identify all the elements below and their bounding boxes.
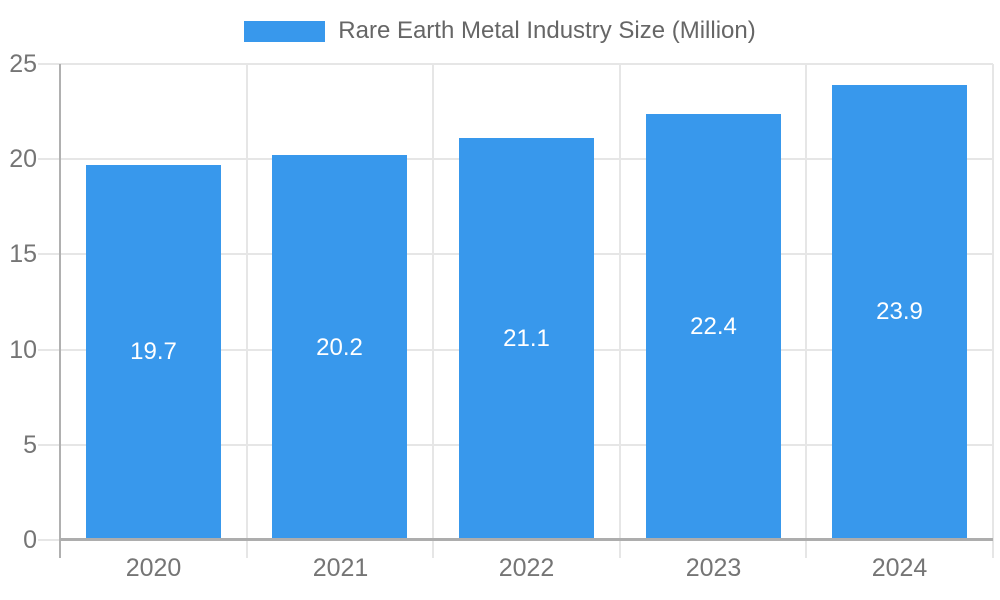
x-axis-tick-label: 2022 — [498, 554, 555, 582]
x-axis-tick-label: 2023 — [685, 554, 742, 582]
y-axis-tick-label: 10 — [9, 336, 37, 364]
y-axis-tick-label: 20 — [9, 145, 37, 173]
bar-value-label: 22.4 — [690, 313, 737, 340]
legend[interactable]: Rare Earth Metal Industry Size (Million) — [0, 14, 1000, 48]
x-axis-tick-label: 2024 — [871, 554, 928, 582]
gridline-vertical — [432, 64, 434, 558]
y-axis-tick-label: 25 — [9, 50, 37, 78]
gridline-vertical — [619, 64, 621, 558]
bar-2020[interactable] — [86, 165, 221, 538]
x-axis-line — [60, 538, 993, 541]
gridline-vertical — [246, 64, 248, 558]
y-axis-tick-label: 15 — [9, 240, 37, 268]
y-axis-tick-label: 0 — [23, 526, 37, 554]
y-axis-tick-label: 5 — [23, 431, 37, 459]
legend-swatch — [244, 20, 326, 42]
bar-2021[interactable] — [272, 155, 407, 538]
y-axis-line — [59, 64, 61, 558]
bar-value-label: 23.9 — [876, 298, 923, 325]
bar-2023[interactable] — [646, 114, 781, 538]
gridline-horizontal — [38, 63, 993, 65]
bar-value-label: 20.2 — [316, 334, 363, 361]
y-axis-tick — [38, 539, 60, 541]
bar-2024[interactable] — [832, 85, 967, 538]
legend-label: Rare Earth Metal Industry Size (Million) — [338, 17, 756, 44]
x-axis-tick-label: 2021 — [312, 554, 369, 582]
bar-2022[interactable] — [459, 138, 594, 538]
gridline-vertical — [805, 64, 807, 558]
bar-value-label: 21.1 — [503, 325, 550, 352]
bar-value-label: 19.7 — [130, 338, 177, 365]
x-axis-tick-label: 2020 — [125, 554, 182, 582]
gridline-vertical — [992, 64, 994, 558]
